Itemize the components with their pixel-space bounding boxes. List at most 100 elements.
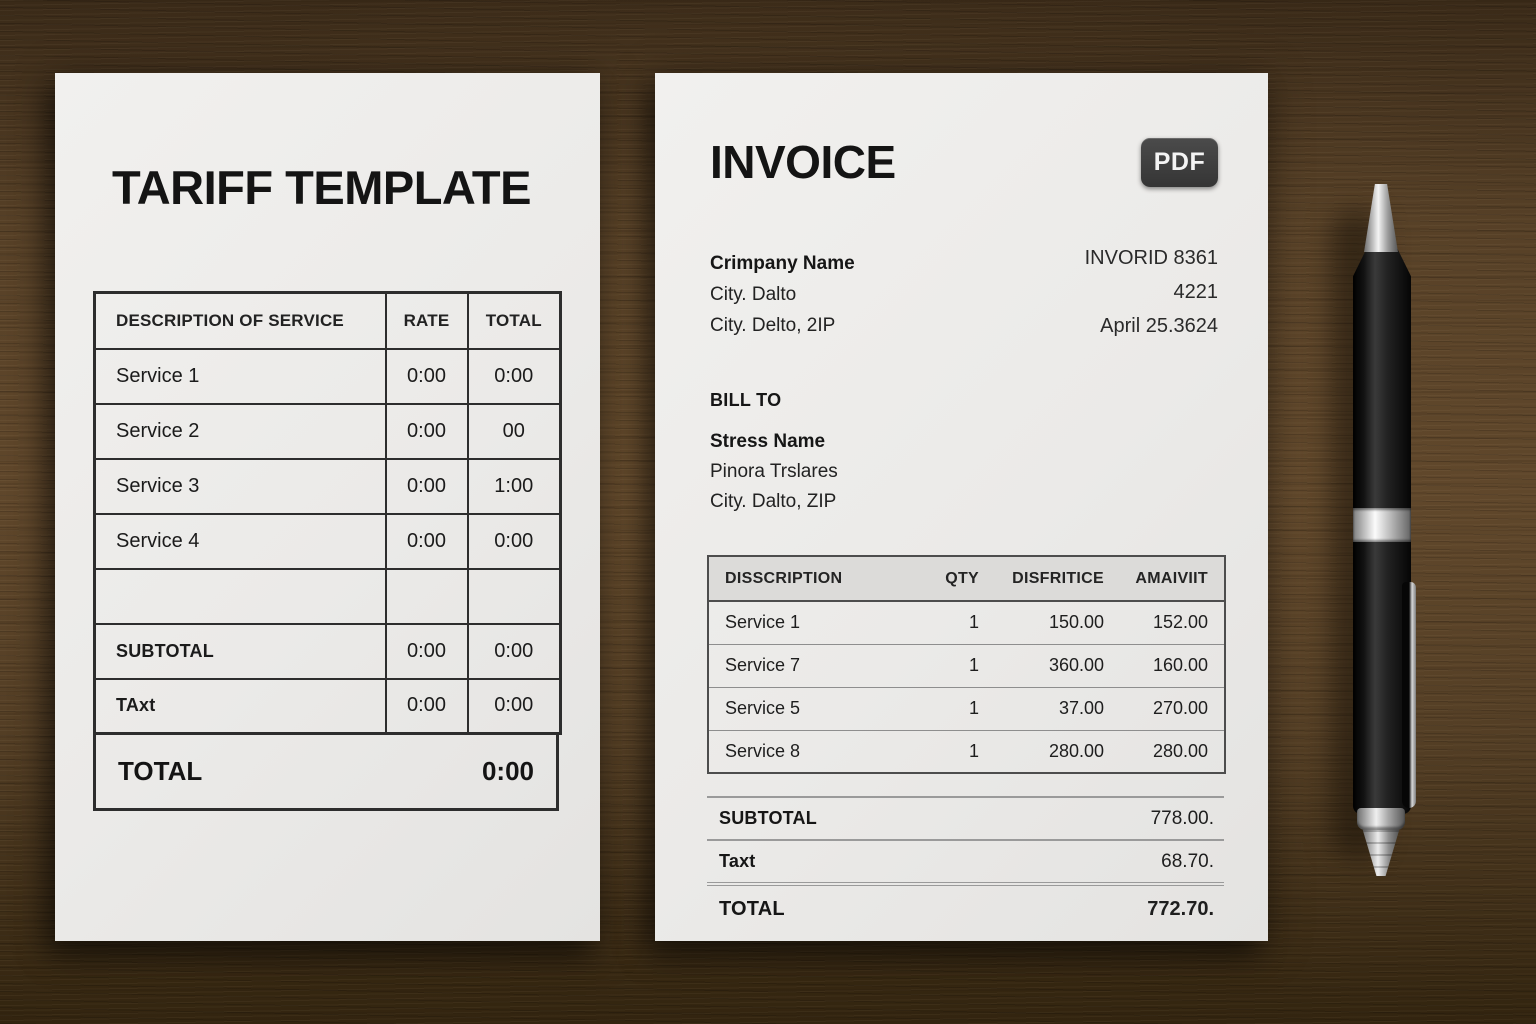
company-block: Crimpany Name City. Dalto City. Delto, 2… <box>710 248 855 341</box>
cell-total: 0:00 <box>466 512 562 570</box>
cell-qty: 1 <box>930 687 995 731</box>
tax-row: Taxt 68.70. <box>707 841 1224 882</box>
tariff-table-block: DESCRIPTION OF SERVICE RATE TOTAL Servic… <box>93 291 562 811</box>
company-address-line2: City. Delto, 2IP <box>710 315 836 336</box>
tax-value: 68.70. <box>1161 850 1214 872</box>
cell-rate: 0:00 <box>384 622 469 680</box>
tariff-total-row: TOTAL 0:00 <box>93 735 559 811</box>
total-value: 772.70. <box>1147 897 1214 920</box>
cell-price: 280.00 <box>1048 740 1104 761</box>
cell-desc: Service 7 <box>708 644 930 688</box>
company-name: Crimpany Name <box>710 253 855 274</box>
bill-to-block: BILL TO Stress Name Pinora Trslares City… <box>710 385 838 517</box>
bill-to-city: City. Dalto, ZIP <box>710 491 837 512</box>
pen-ferrule <box>1357 808 1405 830</box>
subtotal-value: 778.00. <box>1150 807 1214 829</box>
invoice-header-row: DISSCRIPTION QTY DISFRITICE AMAIVIIT <box>708 556 1225 602</box>
table-row: Service 3 0:00 1:00 <box>93 457 562 515</box>
company-address-line1: City. Dalto <box>710 284 797 305</box>
tax-label: Taxt <box>719 851 756 871</box>
cell-price: 360.00 <box>995 644 1120 688</box>
cell-total: 0:00 <box>466 622 562 680</box>
table-row: SUBTOTAL 0:00 0:00 <box>93 622 562 680</box>
invoice-meta-block: INVORID 8361 4221 April 25.3624 <box>1085 241 1218 343</box>
cell-desc: TAxt <box>93 677 387 735</box>
bill-to-label: BILL TO <box>710 390 782 410</box>
table-row: Service 8 1 280.00 280.00 <box>708 730 1225 773</box>
cell-rate <box>384 567 469 625</box>
pen-clip <box>1402 582 1416 808</box>
invoice-date: April 25.3624 <box>1100 315 1218 337</box>
cell-qty: 1 <box>930 601 995 645</box>
divider <box>707 796 1224 798</box>
invoice-number: INVORID 8361 <box>1084 247 1218 269</box>
divider <box>707 839 1224 841</box>
tariff-total-label: TOTAL <box>118 756 203 786</box>
column-header-description: DESCRIPTION OF SERVICE <box>93 291 387 350</box>
cell-total: 00 <box>466 402 562 460</box>
cell-desc: Service 1 <box>708 601 930 645</box>
invoice-header: INVOICE PDF <box>710 135 1218 189</box>
tariff-title: TARIFF TEMPLATE <box>112 161 531 214</box>
cell-rate: 0:00 <box>384 457 469 515</box>
cell-rate: 0:00 <box>384 512 469 570</box>
cell-desc: Service 2 <box>93 402 387 460</box>
invoice-document: INVOICE PDF Crimpany Name City. Dalto Ci… <box>655 73 1268 941</box>
table-row: TAxt 0:00 0:00 <box>93 677 562 735</box>
cell-price: 37.00 <box>995 687 1120 731</box>
tariff-header-row: DESCRIPTION OF SERVICE RATE TOTAL <box>93 291 562 350</box>
subtotal-row: SUBTOTAL 778.00. <box>707 798 1224 839</box>
invoice-table: DISSCRIPTION QTY DISFRITICE AMAIVIIT Ser… <box>707 555 1226 774</box>
cell-desc: Service 8 <box>725 740 801 761</box>
column-header-total: TOTAL <box>466 291 562 350</box>
cell-amount: 280.00 <box>1152 740 1208 761</box>
cell-qty: 1 <box>968 740 979 761</box>
cell-total: 0:00 <box>466 677 562 735</box>
total-label: TOTAL <box>719 897 785 920</box>
cell-price: 150.00 <box>995 601 1120 645</box>
table-row: Service 1 1 150.00 152.00 <box>708 601 1225 645</box>
pen-center-band <box>1353 508 1411 542</box>
cell-desc: Service 1 <box>93 347 387 405</box>
tariff-table: DESCRIPTION OF SERVICE RATE TOTAL Servic… <box>93 291 562 735</box>
cell-amount: 160.00 <box>1120 644 1225 688</box>
invoice-secondary-number: 4221 <box>1173 281 1219 303</box>
cell-qty: 1 <box>930 644 995 688</box>
cell-total: 1:00 <box>466 457 562 515</box>
table-row: Service 7 1 360.00 160.00 <box>708 644 1225 688</box>
cell-desc: Service 5 <box>708 687 930 731</box>
table-row: Service 5 1 37.00 270.00 <box>708 687 1225 731</box>
cell-desc: Service 4 <box>93 512 387 570</box>
double-divider <box>707 882 1224 886</box>
cell-desc <box>93 567 387 625</box>
invoice-table-block: DISSCRIPTION QTY DISFRITICE AMAIVIIT Ser… <box>707 555 1226 774</box>
subtotal-label: SUBTOTAL <box>719 808 817 828</box>
cell-rate: 0:00 <box>384 347 469 405</box>
column-header-description: DISSCRIPTION <box>708 556 930 602</box>
cell-desc: SUBTOTAL <box>93 622 387 680</box>
bill-to-name: Stress Name <box>710 431 826 452</box>
tariff-total-value: 0:00 <box>481 756 534 786</box>
cell-desc: Service 3 <box>93 457 387 515</box>
pdf-badge[interactable]: PDF <box>1141 138 1218 187</box>
invoice-summary: SUBTOTAL 778.00. Taxt 68.70. TOTAL 772.7… <box>707 772 1224 932</box>
cell-total <box>466 567 562 625</box>
table-row: Service 2 0:00 00 <box>93 402 562 460</box>
cell-amount: 270.00 <box>1120 687 1225 731</box>
column-header-qty: QTY <box>930 556 995 602</box>
table-row: Service 1 0:00 0:00 <box>93 347 562 405</box>
cell-rate: 0:00 <box>384 677 469 735</box>
bill-to-street: Pinora Trslares <box>710 461 838 482</box>
cell-total: 0:00 <box>466 347 562 405</box>
pen <box>1330 182 1422 882</box>
table-row: Service 4 0:00 0:00 <box>93 512 562 570</box>
cell-amount: 152.00 <box>1120 601 1225 645</box>
total-row: TOTAL 772.70. <box>707 886 1224 932</box>
invoice-title: INVOICE <box>710 136 896 188</box>
cell-rate: 0:00 <box>384 402 469 460</box>
column-header-rate: RATE <box>384 291 469 350</box>
tariff-document: TARIFF TEMPLATE DESCRIPTION OF SERVICE R… <box>55 73 600 941</box>
table-row <box>93 567 562 625</box>
column-header-price: DISFRITICE <box>995 556 1120 602</box>
